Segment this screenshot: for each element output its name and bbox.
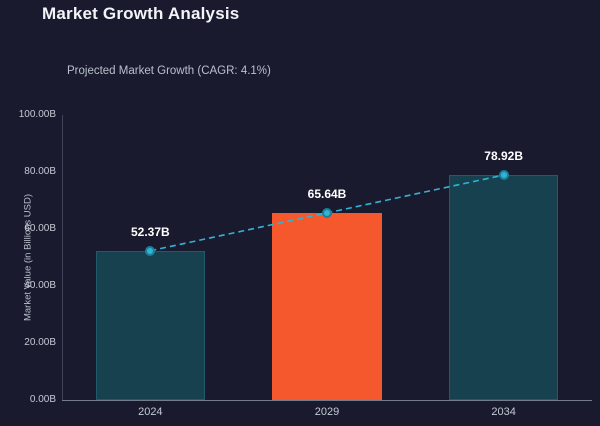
chart-title: Market Growth Analysis — [42, 4, 240, 23]
y-tick-label: 40.00B — [24, 280, 56, 291]
y-axis-label: Market Value (in Billions USD) — [22, 193, 34, 322]
y-tick-label: 0.00B — [29, 394, 56, 405]
bar-2034 — [448, 175, 559, 400]
value-label: 65.64B — [307, 186, 347, 201]
y-tick-label: 80.00B — [24, 166, 56, 177]
data-point-marker — [322, 207, 332, 218]
y-tick-label: 20.00B — [24, 337, 56, 348]
y-tick-label: 100.00B — [18, 109, 56, 120]
bar-2024 — [95, 250, 206, 400]
bar-2029 — [272, 212, 382, 400]
data-point-marker — [498, 170, 509, 181]
value-label: 52.37B — [130, 224, 170, 239]
chart-subtitle: Projected Market Growth (CAGR: 4.1%) — [67, 65, 271, 77]
x-tick-label: 2034 — [491, 406, 516, 418]
data-point-marker — [145, 245, 156, 256]
x-axis-line — [62, 400, 592, 401]
x-tick-label: 2029 — [314, 406, 340, 418]
y-tick-label: 60.00B — [24, 223, 56, 234]
value-label: 78.92B — [484, 149, 523, 164]
x-tick-label: 2024 — [138, 406, 163, 418]
y-axis-line — [62, 115, 63, 400]
